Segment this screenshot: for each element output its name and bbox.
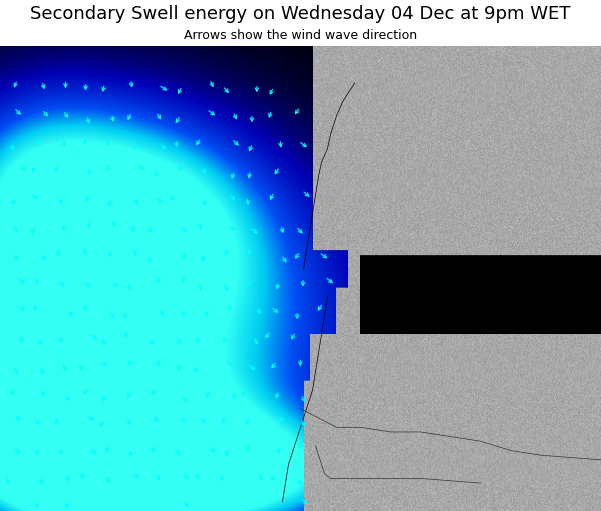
Text: Secondary Swell energy on Wednesday 04 Dec at 9pm WET: Secondary Swell energy on Wednesday 04 D… [30,5,571,23]
Text: Arrows show the wind wave direction: Arrows show the wind wave direction [184,29,417,42]
